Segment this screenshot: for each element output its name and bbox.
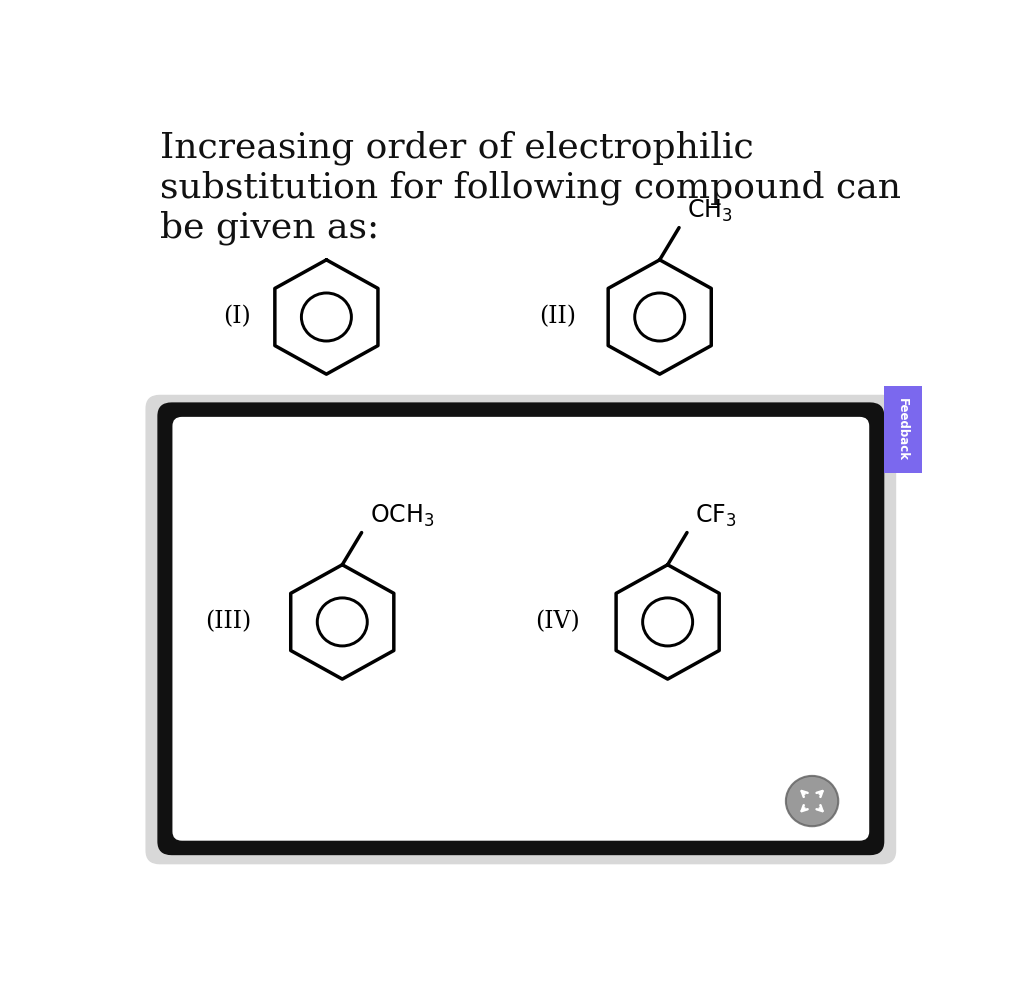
- Text: Increasing order of electrophilic
substitution for following compound can
be giv: Increasing order of electrophilic substi…: [160, 131, 901, 245]
- Text: (II): (II): [540, 306, 577, 329]
- FancyBboxPatch shape: [158, 402, 885, 855]
- Text: (III): (III): [205, 611, 251, 634]
- Text: (I): (I): [223, 306, 251, 329]
- Text: CF$_3$: CF$_3$: [695, 503, 736, 529]
- Text: Feedback: Feedback: [896, 398, 909, 461]
- Text: OCH$_3$: OCH$_3$: [370, 503, 434, 529]
- Text: (IV): (IV): [536, 611, 581, 634]
- Text: CH$_3$: CH$_3$: [687, 198, 732, 224]
- FancyBboxPatch shape: [145, 395, 896, 864]
- FancyBboxPatch shape: [884, 385, 922, 473]
- FancyBboxPatch shape: [172, 417, 869, 841]
- Circle shape: [785, 776, 839, 827]
